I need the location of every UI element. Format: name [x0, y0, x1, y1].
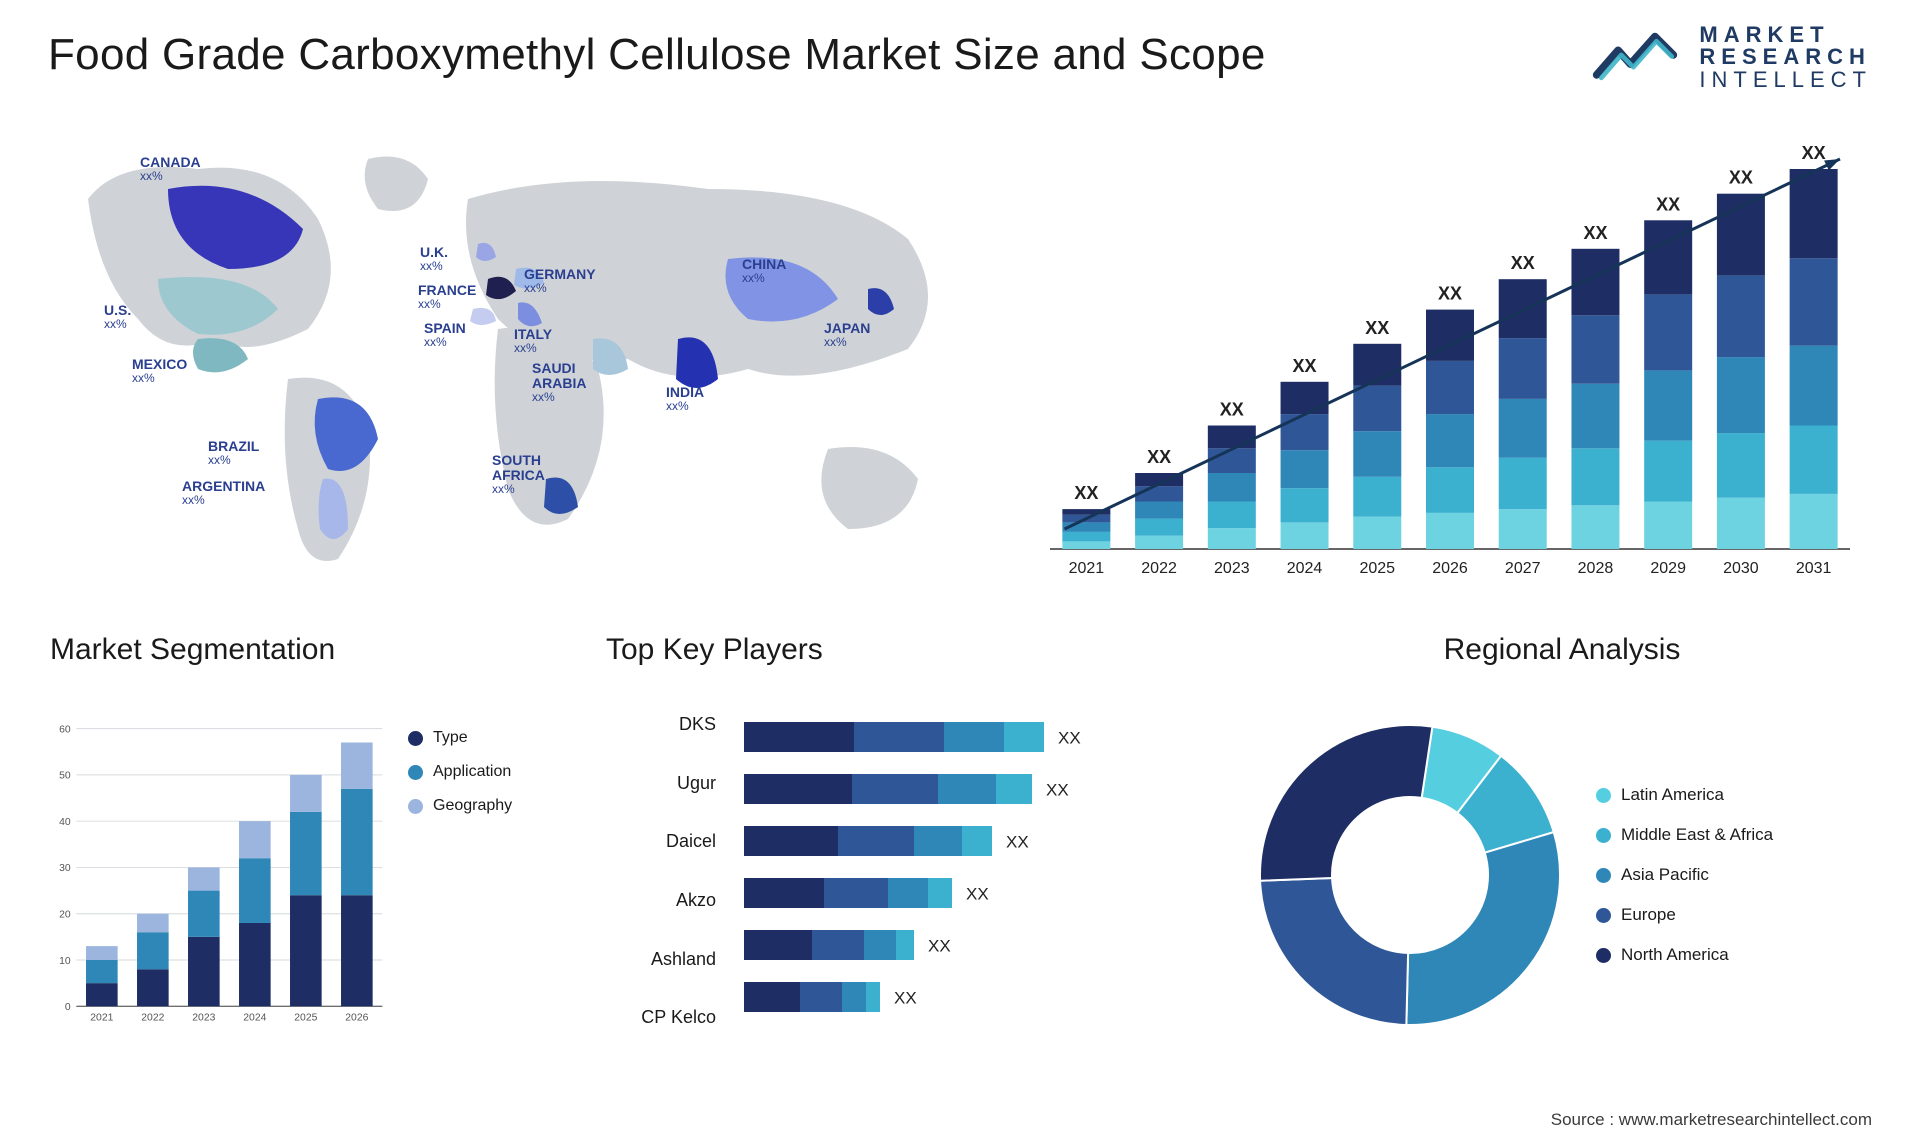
- players-chart: XX XX XX XX XX XX: [734, 687, 1204, 1063]
- svg-text:XX: XX: [894, 989, 917, 1008]
- logo-line1: MARKET: [1699, 24, 1872, 46]
- svg-text:XX: XX: [1046, 781, 1069, 800]
- map-label: GERMANYxx%: [524, 267, 596, 294]
- world-map: CANADAxx% U.S.xx%MEXICOxx% BRAZILxx% ARGENT…: [48, 129, 988, 589]
- region-title: Regional Analysis: [1252, 633, 1872, 667]
- svg-text:50: 50: [59, 771, 71, 782]
- upper-row: CANADAxx% U.S.xx%MEXICOxx% BRAZILxx% ARGENT…: [48, 129, 1872, 589]
- svg-text:2022: 2022: [141, 1013, 164, 1024]
- region-panel: Regional Analysis Latin America Middle Ea…: [1250, 633, 1872, 1063]
- svg-text:XX: XX: [1365, 318, 1389, 338]
- map-label: FRANCExx%: [418, 283, 476, 310]
- svg-text:2023: 2023: [192, 1013, 215, 1024]
- svg-text:2028: 2028: [1578, 560, 1614, 577]
- segmentation-chart: 0 10 20 30 40 50 60 2021 2022 2023 2024 2025 2026: [48, 687, 388, 1063]
- segmentation-panel: Market Segmentation 0 10 20 30 40 50 60 2021 202…: [48, 633, 558, 1063]
- brand-logo: MARKET RESEARCH INTELLECT: [1589, 24, 1872, 91]
- header: Food Grade Carboxymethyl Cellulose Marke…: [48, 24, 1872, 91]
- map-label: U.S.xx%: [104, 303, 131, 330]
- svg-text:XX: XX: [1058, 729, 1081, 748]
- svg-text:2024: 2024: [1287, 560, 1323, 577]
- svg-text:40: 40: [59, 817, 71, 828]
- svg-text:XX: XX: [1729, 168, 1753, 188]
- segmentation-svg: 0 10 20 30 40 50 60 2021 2022 2023 2024 2025 2026: [48, 687, 388, 1063]
- svg-text:2029: 2029: [1650, 560, 1686, 577]
- logo-line2: RESEARCH: [1699, 46, 1872, 68]
- players-title: Top Key Players: [606, 633, 1204, 667]
- svg-text:XX: XX: [1147, 447, 1171, 467]
- growth-chart: XX 2021 XX 2022 XX 2023 XX 2024 XX 2025 XX 2026 XX 20…: [1028, 129, 1872, 589]
- legend-item: Type: [408, 729, 558, 747]
- svg-text:XX: XX: [1006, 833, 1029, 852]
- donut-chart: [1250, 715, 1570, 1035]
- svg-text:2021: 2021: [1069, 560, 1105, 577]
- source-footer: Source : www.marketresearchintellect.com: [1551, 1110, 1872, 1130]
- legend-item: Latin America: [1596, 785, 1773, 805]
- map-label: ITALYxx%: [514, 327, 552, 354]
- logo-mark-icon: [1589, 26, 1681, 90]
- svg-text:XX: XX: [1802, 143, 1826, 163]
- growth-svg: XX 2021 XX 2022 XX 2023 XX 2024 XX 2025 XX 2026 XX 20…: [1028, 129, 1872, 589]
- svg-text:XX: XX: [1511, 254, 1535, 274]
- legend-item: Geography: [408, 797, 558, 815]
- region-legend: Latin America Middle East & Africa Asia Pa…: [1596, 785, 1773, 965]
- svg-text:XX: XX: [1293, 356, 1317, 376]
- map-label: SAUDIARABIAxx%: [532, 361, 586, 403]
- map-label: INDIAxx%: [666, 385, 704, 412]
- player-name: Daicel: [604, 831, 724, 852]
- svg-text:2025: 2025: [294, 1013, 317, 1024]
- segmentation-title: Market Segmentation: [50, 633, 558, 667]
- map-label: CHINAxx%: [742, 257, 786, 284]
- svg-text:30: 30: [59, 864, 71, 875]
- svg-text:2026: 2026: [1432, 560, 1468, 577]
- svg-text:XX: XX: [1074, 483, 1098, 503]
- logo-line3: INTELLECT: [1699, 69, 1872, 91]
- svg-text:2030: 2030: [1723, 560, 1759, 577]
- page-title: Food Grade Carboxymethyl Cellulose Marke…: [48, 30, 1266, 80]
- map-label: JAPANxx%: [824, 321, 870, 348]
- legend-item: Middle East & Africa: [1596, 825, 1773, 845]
- lower-row: Market Segmentation 0 10 20 30 40 50 60 2021 202…: [48, 633, 1872, 1063]
- player-name: CP Kelco: [604, 1007, 724, 1028]
- svg-text:2026: 2026: [345, 1013, 368, 1024]
- svg-text:XX: XX: [1583, 223, 1607, 243]
- svg-text:10: 10: [59, 956, 71, 967]
- player-name: Akzo: [604, 890, 724, 911]
- svg-text:0: 0: [65, 1002, 71, 1013]
- svg-text:2021: 2021: [90, 1013, 113, 1024]
- svg-text:2022: 2022: [1141, 560, 1177, 577]
- map-label: BRAZILxx%: [208, 439, 259, 466]
- svg-text:2023: 2023: [1214, 560, 1250, 577]
- map-label: CANADAxx%: [140, 155, 201, 182]
- svg-text:XX: XX: [1438, 284, 1462, 304]
- svg-text:XX: XX: [928, 937, 951, 956]
- players-svg: XX XX XX XX XX XX: [734, 687, 1204, 1063]
- svg-text:60: 60: [59, 725, 71, 736]
- map-label: SPAINxx%: [424, 321, 466, 348]
- legend-item: North America: [1596, 945, 1773, 965]
- svg-text:XX: XX: [1656, 195, 1680, 215]
- svg-text:20: 20: [59, 910, 71, 921]
- player-name: DKS: [604, 714, 724, 735]
- svg-text:XX: XX: [1220, 400, 1244, 420]
- segmentation-legend: Type Application Geography: [408, 687, 558, 1063]
- players-names: DKS Ugur Daicel Akzo Ashland CP Kelco: [604, 687, 724, 1063]
- svg-text:2027: 2027: [1505, 560, 1541, 577]
- map-label: MEXICOxx%: [132, 357, 187, 384]
- map-svg: [48, 129, 988, 589]
- player-name: Ugur: [604, 773, 724, 794]
- svg-text:2025: 2025: [1359, 560, 1395, 577]
- svg-text:2024: 2024: [243, 1013, 266, 1024]
- legend-item: Europe: [1596, 905, 1773, 925]
- map-label: U.K.xx%: [420, 245, 448, 272]
- players-panel: Top Key Players DKS Ugur Daicel Akzo Ashland…: [604, 633, 1204, 1063]
- legend-item: Asia Pacific: [1596, 865, 1773, 885]
- svg-text:XX: XX: [966, 885, 989, 904]
- map-label: ARGENTINAxx%: [182, 479, 265, 506]
- player-name: Ashland: [604, 949, 724, 970]
- map-label: SOUTHAFRICAxx%: [492, 453, 545, 495]
- logo-text: MARKET RESEARCH INTELLECT: [1699, 24, 1872, 91]
- legend-item: Application: [408, 763, 558, 781]
- svg-text:2031: 2031: [1796, 560, 1832, 577]
